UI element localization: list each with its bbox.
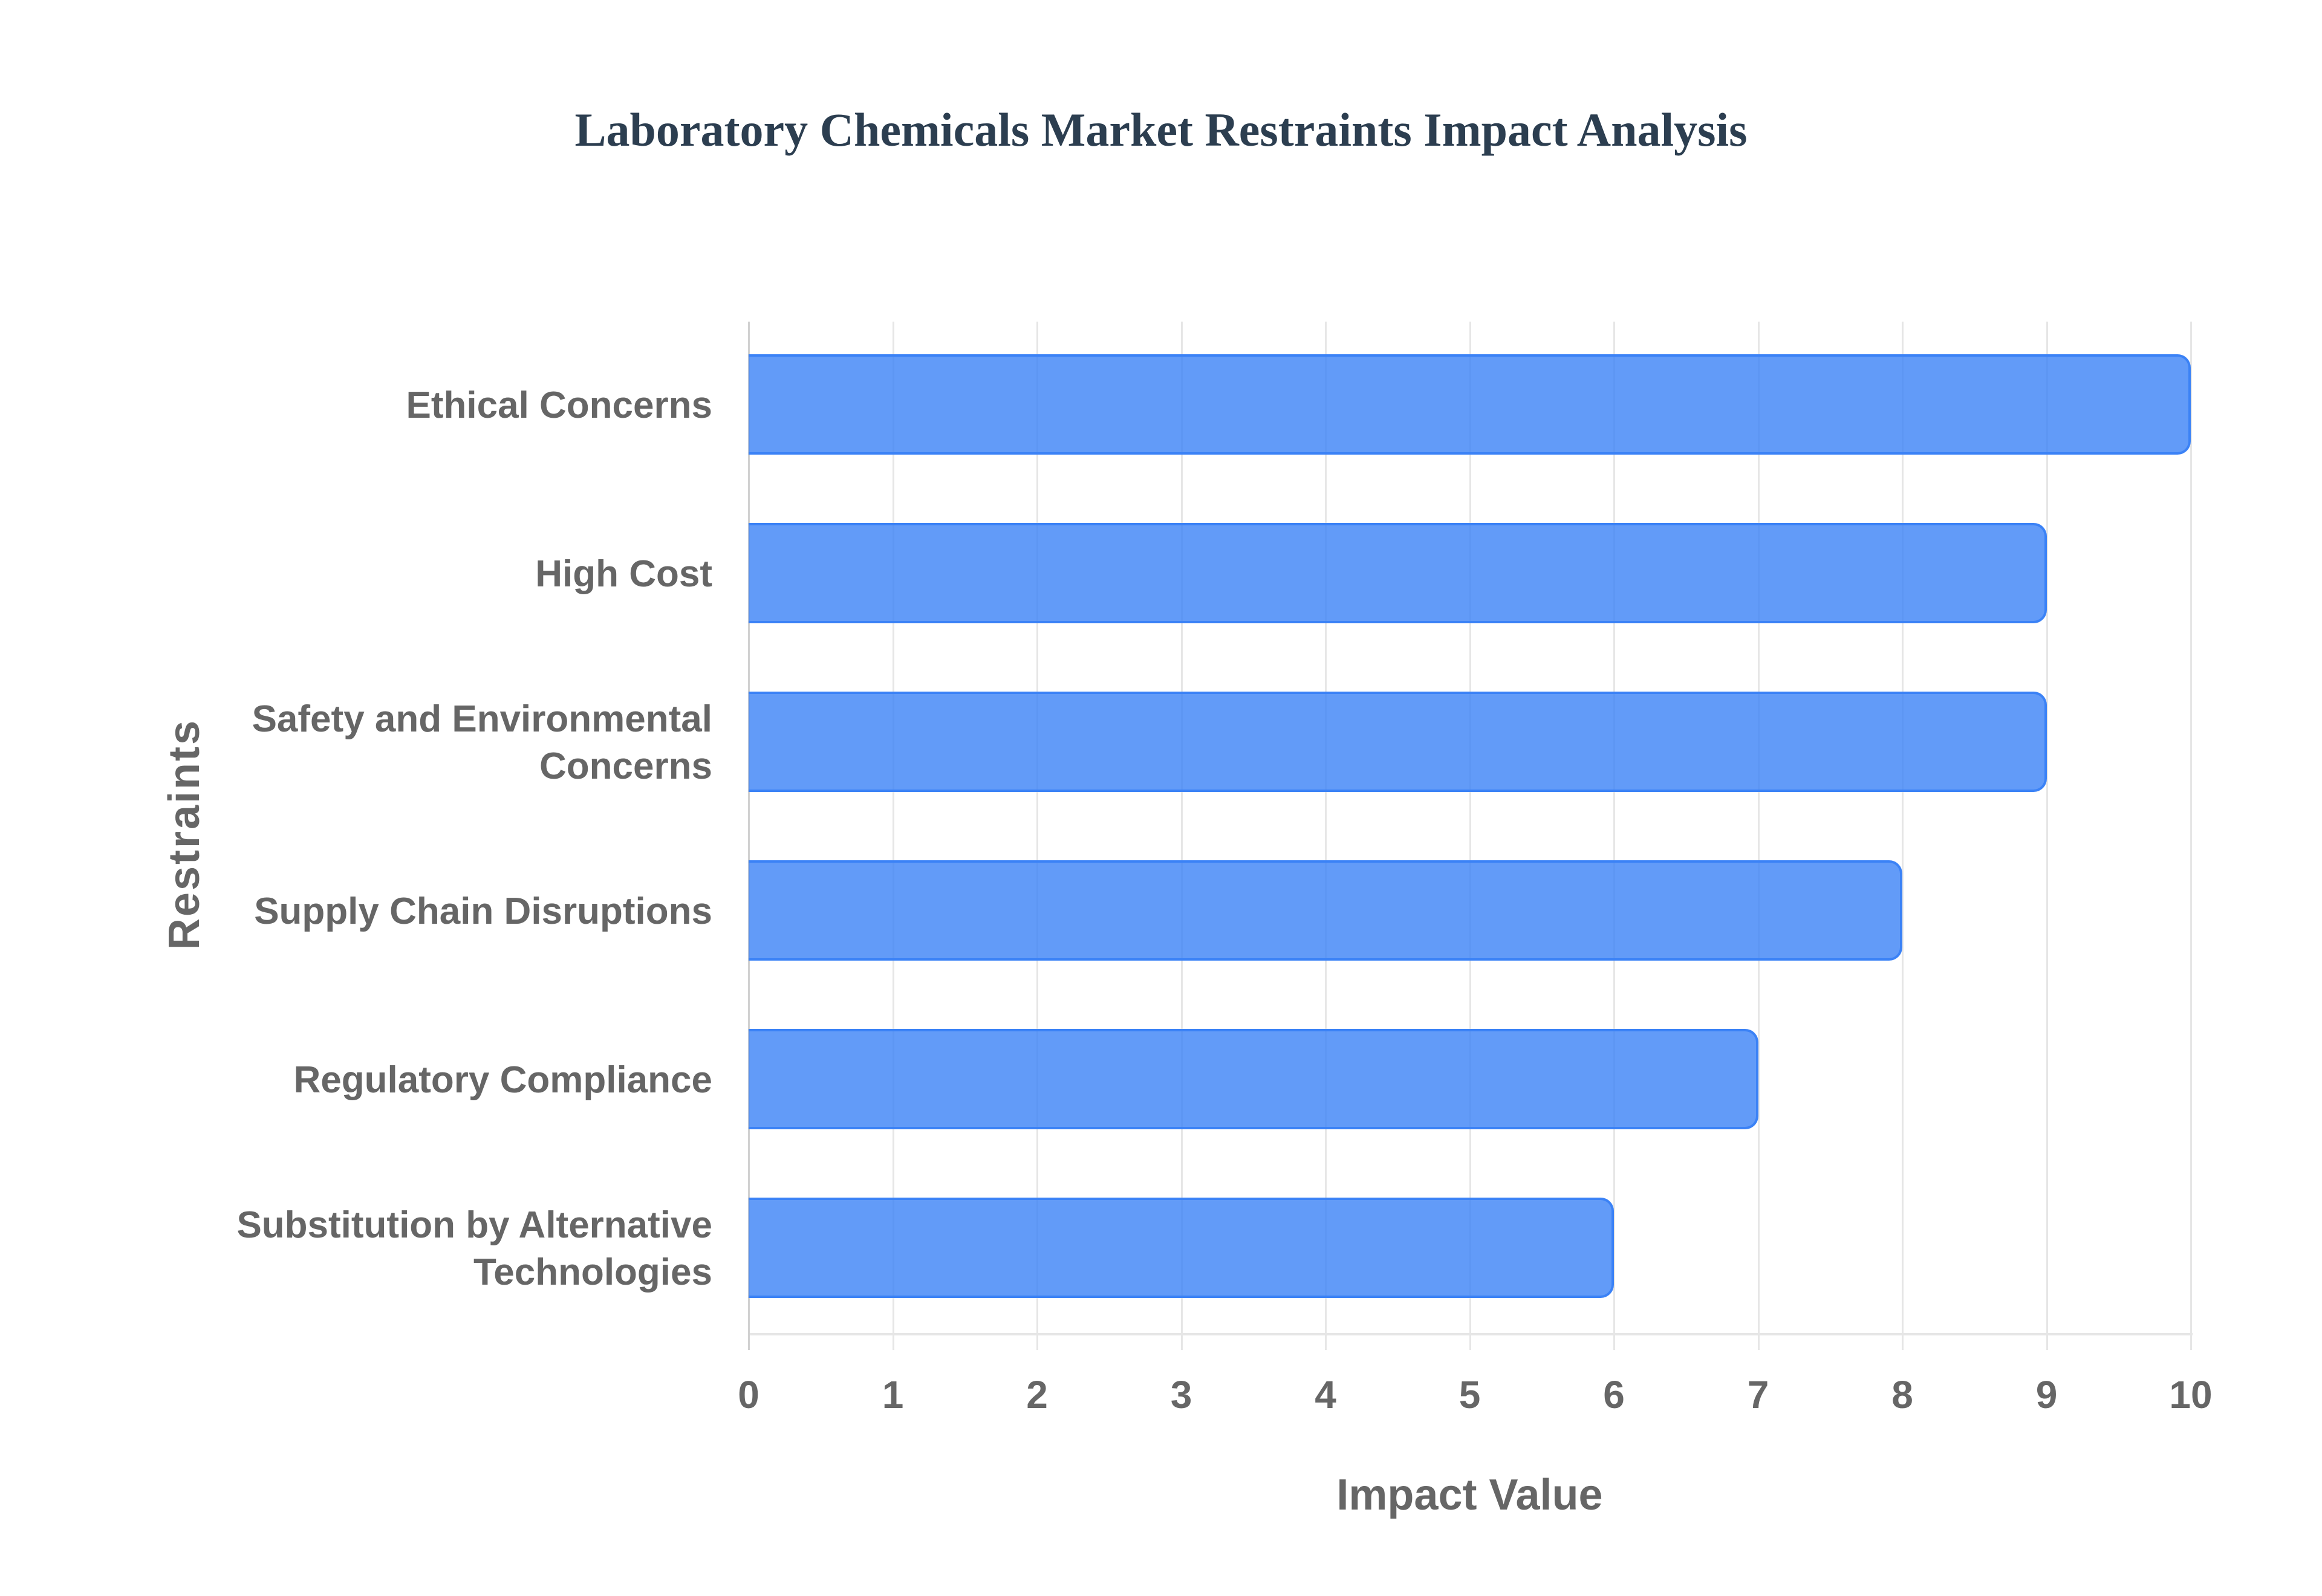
y-tick-label: Regulatory Compliance	[293, 1059, 712, 1101]
gridline	[1036, 322, 1038, 1350]
gridline	[2190, 322, 2192, 1350]
chart-title: Laboratory Chemicals Market Restraints I…	[574, 103, 1748, 156]
bar[interactable]	[749, 692, 2047, 792]
x-tick-label: 10	[2169, 1373, 2213, 1416]
bar[interactable]	[749, 1198, 1614, 1298]
x-tick-label: 7	[1747, 1373, 1769, 1416]
x-tick-label: 2	[1026, 1373, 1048, 1416]
bar[interactable]	[749, 354, 2191, 455]
x-tick-label: 0	[738, 1373, 759, 1416]
gridline	[892, 322, 894, 1350]
bar[interactable]	[749, 1029, 1758, 1129]
x-tick-label: 3	[1170, 1373, 1192, 1416]
x-tick-label: 1	[882, 1373, 904, 1416]
gridline	[1180, 322, 1183, 1350]
x-tick-label: 9	[2035, 1373, 2058, 1416]
gridline	[1469, 322, 1471, 1350]
bar[interactable]	[749, 523, 2047, 623]
bar[interactable]	[749, 860, 1902, 961]
y-tick-label: Safety and Environmental Concerns	[252, 698, 712, 787]
x-axis-title: Impact Value	[1336, 1471, 1603, 1519]
gridline	[1613, 322, 1615, 1350]
gridline	[2046, 322, 2048, 1350]
x-tick-label: 6	[1603, 1373, 1625, 1416]
y-tick-label: High Cost	[535, 553, 712, 595]
x-tick-label: 5	[1459, 1373, 1481, 1416]
y-tick-label: Substitution by Alternative Technologies	[236, 1204, 712, 1293]
x-tick-label: 8	[1891, 1373, 1913, 1416]
gridline	[1757, 322, 1760, 1350]
gridline	[748, 322, 750, 1350]
plot-area	[748, 322, 2193, 1350]
x-tick-label: 4	[1315, 1373, 1336, 1416]
y-tick-label: Supply Chain Disruptions	[254, 890, 712, 932]
gridline	[1902, 322, 1904, 1350]
y-tick-label: Ethical Concerns	[406, 384, 712, 426]
gridline	[1325, 322, 1327, 1350]
